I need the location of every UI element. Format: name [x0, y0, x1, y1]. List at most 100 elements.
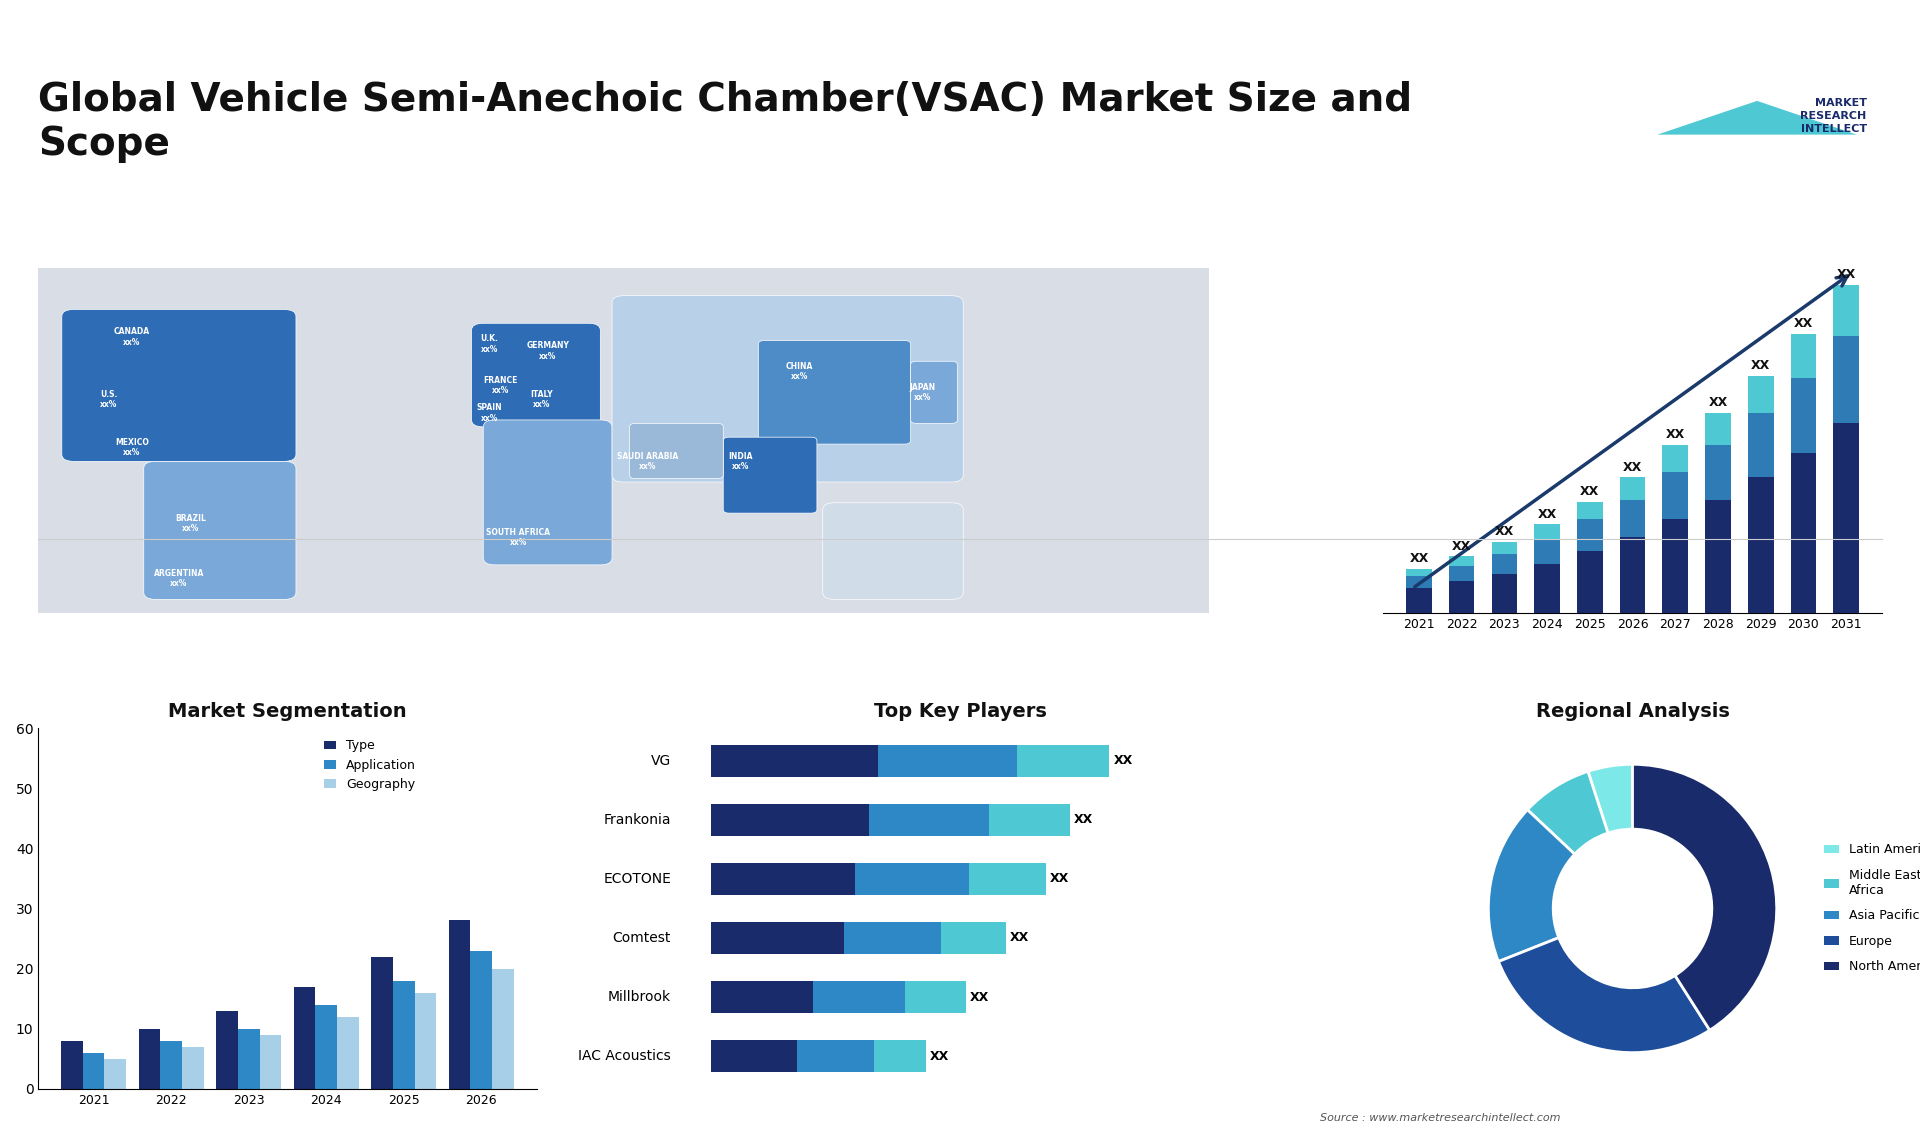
Bar — [1620, 500, 1645, 536]
Text: SPAIN
xx%: SPAIN xx% — [476, 403, 501, 423]
Text: Frankonia: Frankonia — [603, 813, 672, 827]
Bar — [1405, 589, 1432, 613]
Bar — [315, 1005, 338, 1089]
Bar — [1834, 337, 1859, 423]
Text: XX: XX — [1010, 932, 1029, 944]
Bar — [1405, 568, 1432, 576]
Bar — [492, 968, 515, 1089]
Text: XX: XX — [1050, 872, 1069, 886]
Wedge shape — [1632, 764, 1776, 1030]
Wedge shape — [1488, 810, 1574, 961]
Text: XX: XX — [1751, 359, 1770, 372]
Bar — [61, 1041, 83, 1089]
Bar — [259, 1035, 280, 1089]
Bar — [1018, 745, 1110, 777]
Text: MEXICO
xx%: MEXICO xx% — [115, 438, 150, 457]
Text: MARKET
RESEARCH
INTELLECT: MARKET RESEARCH INTELLECT — [1801, 99, 1866, 134]
FancyBboxPatch shape — [484, 419, 612, 565]
Bar — [1705, 413, 1730, 445]
Text: GERMANY
xx%: GERMANY xx% — [526, 342, 568, 361]
Text: XX: XX — [970, 990, 989, 1004]
Text: XX: XX — [1709, 397, 1728, 409]
Bar — [854, 863, 970, 895]
Bar — [338, 1017, 359, 1089]
Bar — [371, 957, 394, 1089]
Legend: Latin America, Middle East &
Africa, Asia Pacific, Europe, North America: Latin America, Middle East & Africa, Asi… — [1818, 839, 1920, 979]
Bar — [710, 981, 812, 1013]
Bar — [159, 1041, 182, 1089]
Bar — [1620, 477, 1645, 500]
Bar — [710, 745, 877, 777]
Text: JAPAN
xx%: JAPAN xx% — [910, 383, 935, 402]
Bar — [217, 1011, 238, 1089]
Bar — [1450, 566, 1475, 581]
Bar — [1492, 554, 1517, 574]
Text: SOUTH AFRICA
xx%: SOUTH AFRICA xx% — [486, 527, 551, 547]
Bar — [1791, 453, 1816, 613]
Text: XX: XX — [1580, 485, 1599, 499]
Bar — [941, 921, 1006, 955]
Text: Comtest: Comtest — [612, 931, 672, 945]
Title: Top Key Players: Top Key Players — [874, 702, 1046, 721]
Bar — [394, 981, 415, 1089]
Bar — [1663, 472, 1688, 519]
Bar — [83, 1053, 104, 1089]
Text: BRAZIL
xx%: BRAZIL xx% — [175, 513, 205, 533]
Text: U.K.
xx%: U.K. xx% — [480, 335, 497, 354]
Text: IAC Acoustics: IAC Acoustics — [578, 1049, 672, 1063]
Bar — [182, 1046, 204, 1089]
Text: XX: XX — [1793, 317, 1812, 330]
FancyBboxPatch shape — [910, 361, 958, 423]
FancyBboxPatch shape — [630, 423, 724, 479]
Bar — [294, 987, 315, 1089]
Wedge shape — [1498, 937, 1711, 1053]
Bar — [843, 921, 941, 955]
Bar — [104, 1059, 127, 1089]
Text: FRANCE
xx%: FRANCE xx% — [484, 376, 518, 395]
Bar — [1705, 445, 1730, 500]
Bar — [1450, 556, 1475, 566]
Bar — [449, 920, 470, 1089]
Text: XX: XX — [1409, 552, 1428, 565]
FancyBboxPatch shape — [144, 462, 296, 599]
Bar — [238, 1029, 259, 1089]
FancyBboxPatch shape — [472, 323, 601, 426]
Bar — [1492, 542, 1517, 554]
Bar — [1705, 500, 1730, 613]
Bar — [1791, 333, 1816, 378]
Bar — [1534, 564, 1559, 613]
Text: ITALY
xx%: ITALY xx% — [530, 390, 553, 409]
Text: CANADA
xx%: CANADA xx% — [113, 328, 150, 347]
Bar — [1747, 376, 1774, 413]
FancyBboxPatch shape — [612, 296, 964, 482]
Text: XX: XX — [1073, 814, 1092, 826]
Text: Millbrook: Millbrook — [609, 990, 672, 1004]
Bar — [812, 981, 904, 1013]
Bar — [904, 981, 966, 1013]
Bar — [1834, 284, 1859, 337]
Bar — [989, 803, 1069, 837]
Text: XX: XX — [1622, 461, 1642, 473]
Bar — [1492, 574, 1517, 613]
Bar — [1405, 576, 1432, 589]
Bar — [710, 803, 868, 837]
Text: INDIA
xx%: INDIA xx% — [728, 452, 753, 471]
Text: VG: VG — [651, 754, 672, 768]
Title: Market Segmentation: Market Segmentation — [169, 702, 407, 721]
FancyBboxPatch shape — [724, 437, 816, 513]
Bar — [1747, 477, 1774, 613]
Text: ECOTONE: ECOTONE — [603, 872, 672, 886]
FancyBboxPatch shape — [824, 503, 964, 599]
Wedge shape — [1528, 771, 1609, 854]
Bar — [1576, 519, 1603, 551]
Bar — [1791, 378, 1816, 453]
Bar — [710, 1039, 797, 1073]
Bar — [710, 921, 843, 955]
Text: ARGENTINA
xx%: ARGENTINA xx% — [154, 568, 204, 588]
Bar — [970, 863, 1046, 895]
Bar — [470, 950, 492, 1089]
Bar — [1534, 524, 1559, 539]
Bar — [1663, 519, 1688, 613]
Bar — [1576, 551, 1603, 613]
Bar — [1534, 539, 1559, 564]
